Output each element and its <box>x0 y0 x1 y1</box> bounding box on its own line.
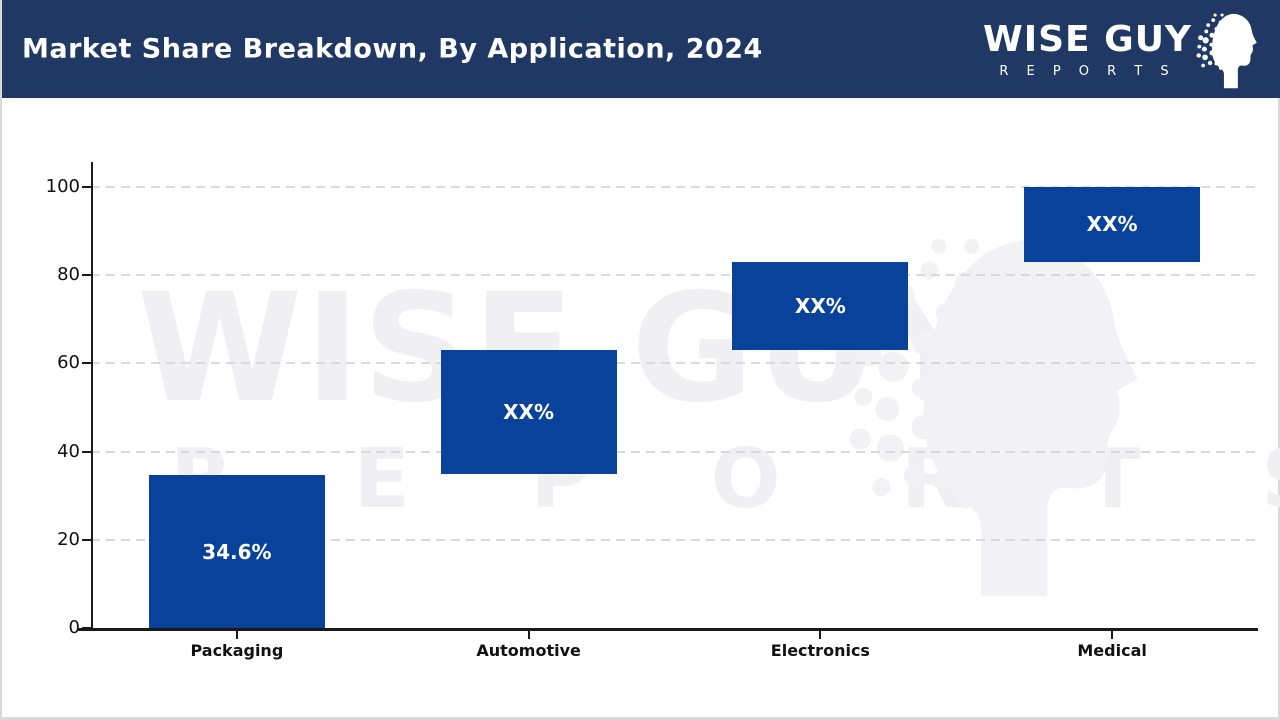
x-category-label: Electronics <box>770 641 870 660</box>
bar-value-label: XX% <box>503 399 555 424</box>
gridline-40 <box>91 450 1258 453</box>
gridline-60 <box>91 362 1258 365</box>
y-tick-label: 80 <box>57 264 80 286</box>
bar-value-label: XX% <box>1086 212 1138 237</box>
y-tick-label: 20 <box>57 528 80 550</box>
x-tick-mark <box>527 631 530 639</box>
gridline-80 <box>91 274 1258 277</box>
x-category-label: Automotive <box>476 641 581 660</box>
bar-electronics: XX% <box>732 261 909 351</box>
header-bar: Market Share Breakdown, By Application, … <box>2 0 1280 98</box>
x-category-label: Medical <box>1077 641 1147 660</box>
bar-value-label: 34.6% <box>202 539 272 564</box>
y-axis-line <box>91 162 93 630</box>
bar-packaging: 34.6% <box>148 475 325 628</box>
x-tick-mark <box>1111 631 1114 639</box>
y-tick-mark <box>82 362 91 365</box>
x-axis-line <box>77 628 1258 631</box>
y-tick-mark <box>82 538 91 541</box>
y-tick-mark <box>82 186 91 188</box>
y-tick-label: 40 <box>57 440 80 462</box>
chart-plot-area: 0 20 40 60 80 100 34.6% Packaging XX% Automotive X… <box>2 98 1280 720</box>
y-tick-label: 100 <box>45 176 80 197</box>
bar-value-label: XX% <box>794 294 846 319</box>
y-tick-label: 60 <box>57 352 80 374</box>
gridline-20 <box>91 538 1258 541</box>
bar-automotive: XX% <box>440 350 617 474</box>
wise-guy-logo: WISE GUY R E P O R T S <box>983 6 1268 94</box>
watermark-head-icon <box>849 238 1138 596</box>
x-tick-mark <box>235 631 238 639</box>
logo-name-text: WISE GUY <box>982 19 1192 60</box>
y-tick-mark <box>82 274 91 277</box>
x-tick-mark <box>819 631 822 639</box>
wise-guy-head-logo-icon <box>1196 13 1257 89</box>
bar-medical: XX% <box>1024 187 1201 262</box>
gridline-100 <box>91 186 1258 188</box>
logo-text: WISE GUY R E P O R T S <box>982 19 1192 80</box>
y-tick-mark <box>82 450 91 453</box>
logo-reports-text: R E P O R T S <box>999 64 1176 79</box>
page-title: Market Share Breakdown, By Application, … <box>22 33 763 65</box>
x-category-label: Packaging <box>190 641 284 660</box>
y-tick-label: 0 <box>68 617 80 638</box>
